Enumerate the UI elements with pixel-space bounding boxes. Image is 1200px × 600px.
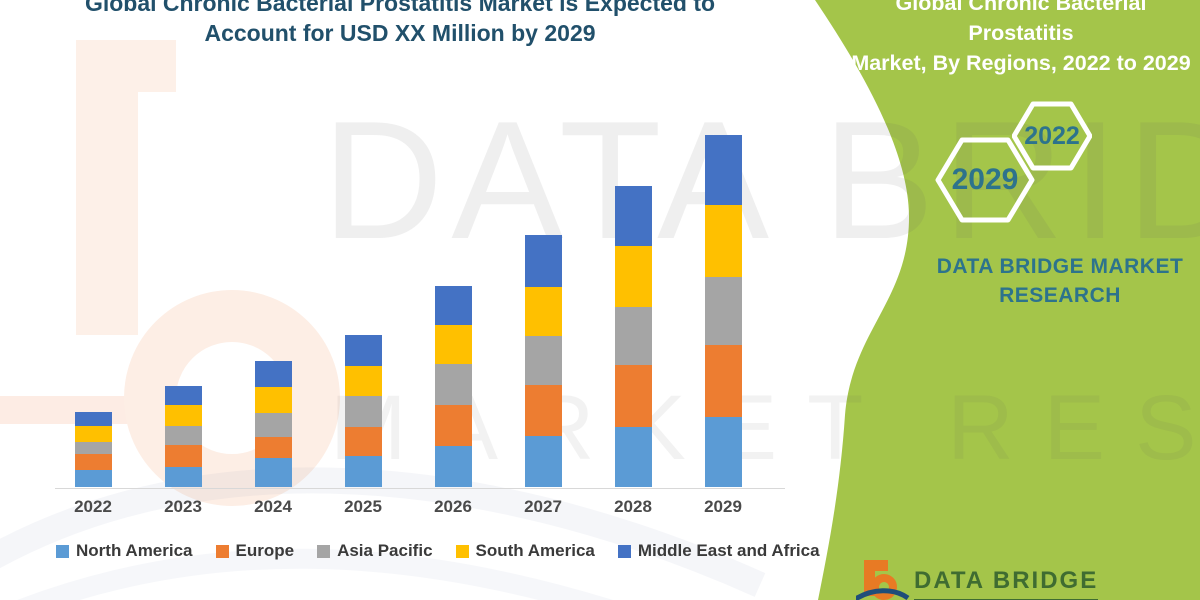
bar-segment-north-america-2026 xyxy=(434,446,472,487)
bar-segment-asia-pacific-2028 xyxy=(614,307,652,365)
stacked-bar-2023 xyxy=(164,386,202,487)
bar-segment-europe-2026 xyxy=(434,405,472,446)
bar-segment-asia-pacific-2022 xyxy=(74,442,112,454)
hexagon-2022-label: 2022 xyxy=(1024,121,1080,150)
x-axis-label-2028: 2028 xyxy=(614,497,652,516)
legend-label: Asia Pacific xyxy=(337,541,433,560)
bar-segment-middle-east-and-africa-2022 xyxy=(74,412,112,426)
bar-segment-europe-2024 xyxy=(254,437,292,458)
hexagon-outline-icon xyxy=(1012,101,1092,171)
x-axis-label-2027: 2027 xyxy=(524,497,562,516)
bar-segment-north-america-2028 xyxy=(614,427,652,487)
stacked-bar-2026 xyxy=(434,286,472,487)
legend-item-south-america: South America xyxy=(455,541,595,561)
legend-item-middle-east-and-africa: Middle East and Africa xyxy=(617,541,820,561)
bar-segment-north-america-2023 xyxy=(164,467,202,487)
bar-segment-asia-pacific-2024 xyxy=(254,413,292,437)
bar-segment-europe-2027 xyxy=(524,385,562,436)
bar-segment-asia-pacific-2029 xyxy=(704,277,742,345)
bar-segment-europe-2025 xyxy=(344,427,382,456)
bar-segment-south-america-2029 xyxy=(704,205,742,277)
bar-segment-south-america-2025 xyxy=(344,366,382,396)
bar-segment-middle-east-and-africa-2029 xyxy=(704,135,742,205)
footer-logo-name: DATA BRIDGE xyxy=(914,567,1099,600)
bar-segment-asia-pacific-2026 xyxy=(434,364,472,405)
chart-title: Global Chronic Bacterial Prostatitis Mar… xyxy=(30,0,770,48)
legend-swatch-icon xyxy=(56,544,69,558)
bar-segment-asia-pacific-2023 xyxy=(164,426,202,445)
chart-title-line2: Account for USD XX Million by 2029 xyxy=(204,20,596,46)
legend-swatch-icon xyxy=(455,544,469,558)
bar-segment-south-america-2028 xyxy=(614,246,652,307)
bar-segment-north-america-2029 xyxy=(704,417,742,487)
bar-segment-europe-2029 xyxy=(704,345,742,417)
hexagon-badge-2029: 2029 xyxy=(935,135,1035,225)
legend-label: North America xyxy=(76,541,193,560)
bar-segment-north-america-2024 xyxy=(254,458,292,487)
x-axis-line xyxy=(55,488,785,489)
hexagon-badge-2022: 2022 xyxy=(1012,100,1092,172)
legend-item-north-america: North America xyxy=(56,541,193,561)
bar-segment-asia-pacific-2025 xyxy=(344,396,382,427)
brand-wordmark: DATA BRIDGE MARKET RESEARCH xyxy=(920,252,1200,310)
x-axis-label-2024: 2024 xyxy=(254,497,292,516)
bar-segment-middle-east-and-africa-2026 xyxy=(434,286,472,325)
chart-legend: North America Europe Asia Pacific South Ame… xyxy=(56,541,820,561)
stacked-bar-2028 xyxy=(614,186,652,487)
bar-segment-middle-east-and-africa-2027 xyxy=(524,235,562,287)
legend-label: Europe xyxy=(235,541,295,560)
bar-segment-south-america-2023 xyxy=(164,405,202,426)
bar-segment-middle-east-and-africa-2028 xyxy=(614,186,652,246)
hexagon-outline-icon xyxy=(935,137,1035,223)
brand-wordmark-line2: RESEARCH xyxy=(999,284,1121,307)
stacked-bar-2024 xyxy=(254,361,292,487)
watermark-line2: MARKET RESEARCH xyxy=(330,377,1200,479)
bar-segment-asia-pacific-2027 xyxy=(524,336,562,385)
bar-segment-south-america-2026 xyxy=(434,325,472,364)
x-axis-label-2026: 2026 xyxy=(434,497,472,516)
legend-swatch-icon xyxy=(215,544,229,558)
bar-segment-north-america-2027 xyxy=(524,436,562,487)
watermark-line1: DATA BRIDGE xyxy=(322,86,1200,274)
side-panel-title-line1: Global Chronic Bacterial Prostatitis xyxy=(895,0,1147,45)
legend-swatch-icon xyxy=(317,544,331,558)
bar-segment-middle-east-and-africa-2023 xyxy=(164,386,202,405)
chart-title-line1: Global Chronic Bacterial Prostatitis Mar… xyxy=(84,0,716,16)
legend-item-europe: Europe xyxy=(215,541,295,561)
legend-swatch-icon xyxy=(617,544,631,558)
hexagon-2029-label: 2029 xyxy=(951,163,1019,196)
brand-wordmark-line1: DATA BRIDGE MARKET xyxy=(936,255,1184,278)
x-axis-label-2023: 2023 xyxy=(164,497,202,516)
bar-segment-europe-2028 xyxy=(614,365,652,427)
side-panel-title: Global Chronic Bacterial Prostatitis Mar… xyxy=(845,0,1197,78)
legend-label: Middle East and Africa xyxy=(637,541,820,560)
side-panel-title-line2: Market, By Regions, 2022 to 2029 xyxy=(851,51,1191,75)
stacked-bar-2025 xyxy=(344,335,382,487)
green-panel-shape xyxy=(815,0,1200,600)
x-axis-label-2025: 2025 xyxy=(344,497,382,516)
bar-segment-europe-2022 xyxy=(74,454,112,470)
x-axis-label-2022: 2022 xyxy=(74,497,112,516)
bar-segment-middle-east-and-africa-2025 xyxy=(344,335,382,366)
bar-segment-south-america-2022 xyxy=(74,426,112,442)
legend-item-asia-pacific: Asia Pacific xyxy=(317,541,433,561)
bar-segment-north-america-2022 xyxy=(74,470,112,487)
bar-segment-middle-east-and-africa-2024 xyxy=(254,361,292,387)
stacked-bar-2029 xyxy=(704,135,742,487)
stacked-bar-2022 xyxy=(74,412,112,487)
bar-segment-south-america-2027 xyxy=(524,287,562,336)
legend-label: South America xyxy=(475,541,595,560)
bar-segment-europe-2023 xyxy=(164,445,202,467)
bar-segment-north-america-2025 xyxy=(344,456,382,487)
footer-logo-subname: MARKET RESEARCH xyxy=(916,598,1108,600)
x-axis-label-2029: 2029 xyxy=(704,497,742,516)
bar-segment-south-america-2024 xyxy=(254,387,292,413)
stacked-bar-2027 xyxy=(524,235,562,487)
data-bridge-logo-icon xyxy=(856,560,910,600)
